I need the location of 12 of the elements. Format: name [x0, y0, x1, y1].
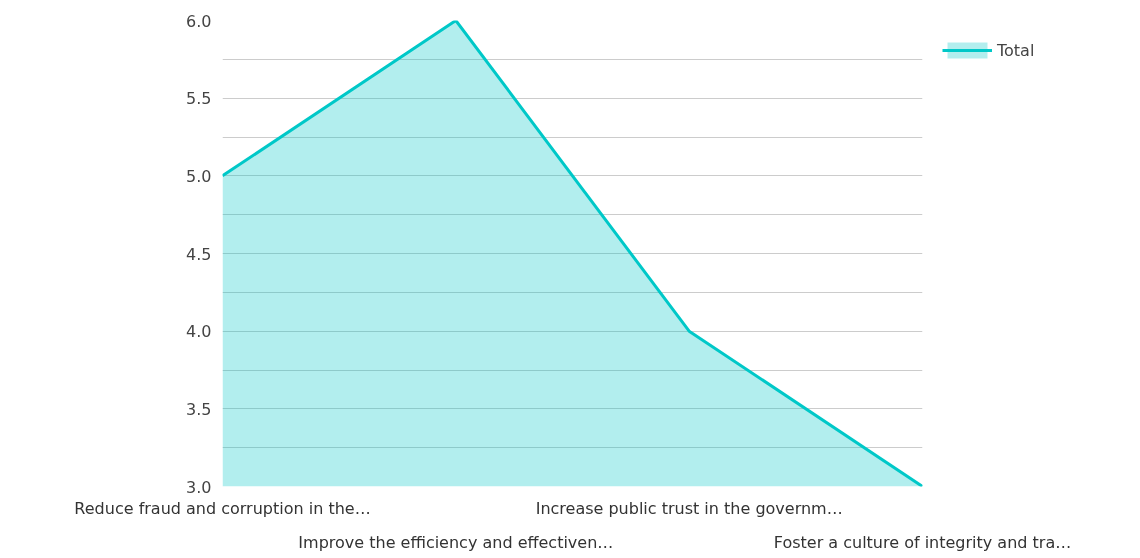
y-tick-label: 3.0 — [186, 477, 212, 497]
y-tick-label: 5.5 — [186, 89, 212, 109]
y-tick-label: 4.5 — [186, 244, 212, 264]
y-tick-label: 6.0 — [186, 11, 212, 31]
y-tick-label: 4.0 — [186, 322, 212, 342]
x-tick-label: Improve the efficiency and effectiven… — [298, 532, 614, 552]
y-tick-label: 5.0 — [186, 166, 212, 186]
y-tick-label: 3.5 — [186, 399, 212, 419]
x-tick-label: Increase public trust in the governm… — [535, 498, 843, 518]
x-tick-label: Foster a culture of integrity and tra… — [773, 532, 1072, 552]
legend-label: Total — [997, 40, 1035, 60]
x-tick-label: Reduce fraud and corruption in the… — [74, 498, 371, 518]
